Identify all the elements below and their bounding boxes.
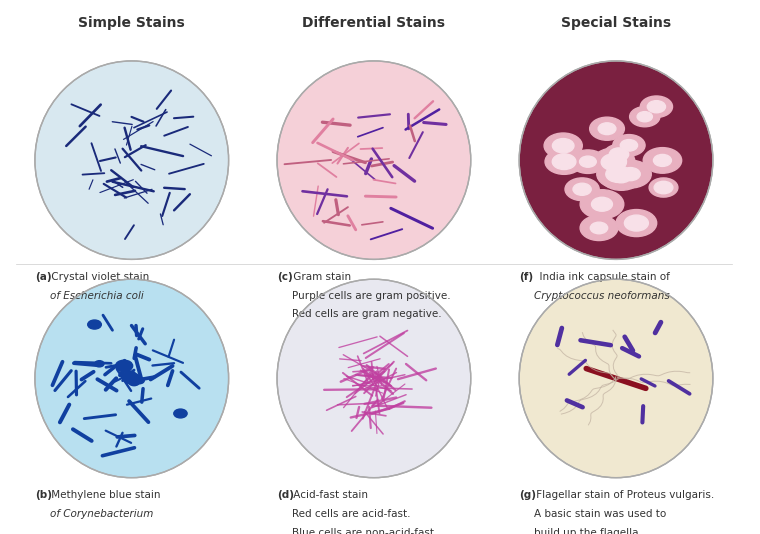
Circle shape: [601, 154, 626, 170]
Circle shape: [580, 190, 624, 219]
Circle shape: [116, 360, 133, 372]
Circle shape: [122, 371, 137, 381]
Circle shape: [135, 377, 144, 384]
Ellipse shape: [277, 61, 470, 260]
Circle shape: [609, 155, 624, 166]
Circle shape: [612, 170, 631, 183]
Circle shape: [600, 162, 642, 190]
Circle shape: [590, 117, 625, 140]
Circle shape: [621, 168, 640, 180]
Text: (b): (b): [35, 490, 52, 500]
Circle shape: [598, 150, 633, 172]
Text: build up the flagella.: build up the flagella.: [534, 528, 642, 534]
Ellipse shape: [35, 61, 229, 260]
Circle shape: [625, 215, 648, 231]
Circle shape: [610, 160, 651, 188]
Text: A basic stain was used to: A basic stain was used to: [534, 509, 667, 519]
Text: Blue cells are non-acid-fast.: Blue cells are non-acid-fast.: [292, 528, 437, 534]
Circle shape: [610, 148, 629, 161]
Circle shape: [613, 135, 645, 156]
Text: (g): (g): [519, 490, 536, 500]
Circle shape: [580, 156, 597, 167]
Text: Methylene blue stain: Methylene blue stain: [49, 490, 161, 500]
Circle shape: [604, 144, 634, 164]
Circle shape: [565, 178, 599, 201]
Circle shape: [654, 182, 673, 194]
Ellipse shape: [277, 279, 470, 478]
Text: (d): (d): [277, 490, 294, 500]
Text: (f): (f): [519, 272, 534, 282]
Text: of Corynebacterium: of Corynebacterium: [50, 509, 154, 519]
Text: Crystal violet stain: Crystal violet stain: [49, 272, 150, 282]
Text: Gram stain: Gram stain: [290, 272, 352, 282]
Circle shape: [591, 197, 613, 211]
Circle shape: [593, 148, 635, 176]
Ellipse shape: [519, 279, 713, 478]
Circle shape: [616, 209, 657, 237]
Circle shape: [544, 133, 582, 159]
Circle shape: [591, 222, 608, 234]
Ellipse shape: [519, 61, 713, 260]
Circle shape: [654, 154, 671, 167]
Circle shape: [598, 123, 616, 135]
Circle shape: [125, 375, 138, 383]
Circle shape: [603, 151, 630, 169]
Circle shape: [648, 100, 666, 113]
Text: Differential Stains: Differential Stains: [302, 16, 445, 30]
Circle shape: [643, 147, 682, 173]
Circle shape: [606, 166, 631, 183]
Circle shape: [610, 158, 625, 167]
Circle shape: [573, 183, 591, 195]
Text: Acid-fast stain: Acid-fast stain: [290, 490, 369, 500]
Circle shape: [95, 360, 104, 367]
Circle shape: [605, 154, 626, 168]
Text: India ink capsule stain of: India ink capsule stain of: [533, 272, 670, 282]
Circle shape: [129, 377, 140, 384]
Circle shape: [649, 178, 678, 197]
Text: Red cells are gram negative.: Red cells are gram negative.: [292, 310, 442, 319]
Circle shape: [128, 379, 140, 386]
Text: Special Stains: Special Stains: [561, 16, 671, 30]
Circle shape: [553, 154, 576, 169]
Text: Flagellar stain of Proteus vulgaris.: Flagellar stain of Proteus vulgaris.: [533, 490, 714, 500]
Text: Red cells are acid-fast.: Red cells are acid-fast.: [292, 509, 410, 519]
Circle shape: [597, 160, 640, 189]
Circle shape: [610, 156, 625, 167]
Circle shape: [580, 215, 618, 240]
Circle shape: [87, 320, 101, 329]
Text: (a): (a): [35, 272, 52, 282]
Circle shape: [629, 107, 660, 127]
Circle shape: [602, 153, 633, 172]
Circle shape: [602, 151, 633, 172]
Text: (c): (c): [277, 272, 293, 282]
Text: Cryptococcus neoformans: Cryptococcus neoformans: [534, 290, 670, 301]
Circle shape: [553, 138, 574, 153]
Circle shape: [620, 139, 638, 151]
Text: Simple Stains: Simple Stains: [78, 16, 185, 30]
Circle shape: [641, 96, 673, 117]
Text: of Escherichia coli: of Escherichia coli: [50, 290, 144, 301]
Circle shape: [637, 112, 652, 122]
Circle shape: [545, 149, 583, 174]
Text: Purple cells are gram positive.: Purple cells are gram positive.: [292, 290, 451, 301]
Circle shape: [174, 409, 187, 418]
Ellipse shape: [35, 279, 229, 478]
Circle shape: [123, 373, 140, 384]
Circle shape: [570, 150, 606, 174]
